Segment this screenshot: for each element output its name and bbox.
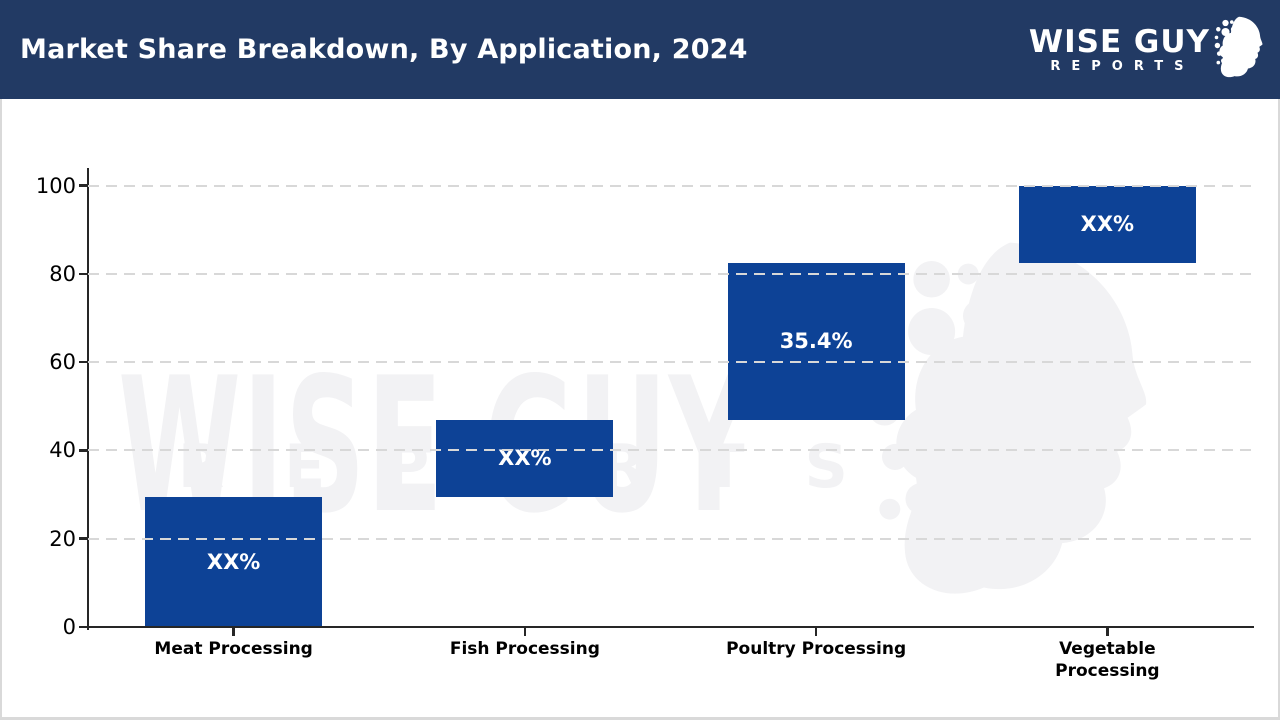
bar-value-label-meat-processing: XX% bbox=[206, 550, 261, 575]
page-border-left bbox=[0, 99, 2, 720]
y-tick-100 bbox=[79, 184, 88, 187]
page-border-right bbox=[1278, 99, 1280, 720]
bar-meat-processing: XX% bbox=[145, 497, 323, 627]
page-border-bottom bbox=[0, 717, 1280, 720]
category-label-line: Meat Processing bbox=[154, 639, 313, 659]
x-tick-poultry-processing bbox=[814, 627, 818, 636]
gridline-y-60 bbox=[88, 361, 1253, 364]
gridline-y-20 bbox=[88, 537, 1253, 540]
y-tick-label-100: 100 bbox=[35, 173, 76, 198]
category-label-fish-processing: Fish Processing bbox=[410, 638, 640, 660]
y-tick-40 bbox=[79, 449, 88, 452]
x-axis-line bbox=[86, 625, 1254, 628]
category-label-line: Processing bbox=[1055, 661, 1160, 681]
category-label-meat-processing: Meat Processing bbox=[119, 638, 349, 660]
category-label-line: Poultry Processing bbox=[726, 639, 907, 659]
logo-face-icon bbox=[1214, 16, 1263, 77]
bar-value-label-poultry-processing: 35.4% bbox=[779, 329, 853, 354]
y-tick-0 bbox=[79, 625, 88, 629]
gridline-y-100 bbox=[88, 184, 1253, 187]
logo-text: WISE GUY REPORTS bbox=[1029, 25, 1210, 75]
y-tick-label-80: 80 bbox=[49, 261, 76, 286]
y-tick-20 bbox=[79, 537, 88, 540]
y-tick-80 bbox=[79, 272, 88, 276]
y-tick-label-0: 0 bbox=[62, 615, 76, 639]
y-tick-60 bbox=[79, 360, 88, 364]
y-tick-label-40: 40 bbox=[49, 438, 76, 463]
bar-value-label-vegetable-processing: XX% bbox=[1080, 212, 1135, 237]
bar-poultry-processing: 35.4% bbox=[727, 263, 905, 420]
header-bar: Market Share Breakdown, By Application, … bbox=[0, 0, 1280, 99]
category-label-vegetable-processing: Vegetable Processing bbox=[992, 638, 1222, 682]
bar-fish-processing: XX% bbox=[436, 419, 614, 498]
bar-vegetable-processing: XX% bbox=[1018, 185, 1196, 264]
logo-wordmark: WISE GUY bbox=[1028, 23, 1210, 60]
logo-subtitle: REPORTS bbox=[1050, 58, 1195, 74]
x-tick-meat-processing bbox=[232, 627, 235, 636]
x-tick-fish-processing bbox=[523, 627, 527, 636]
y-tick-label-20: 20 bbox=[49, 526, 76, 551]
y-tick-label-60: 60 bbox=[49, 350, 76, 375]
wise-guy-logo: WISE GUY REPORTS bbox=[1029, 13, 1280, 87]
x-tick-vegetable-processing bbox=[1106, 627, 1109, 636]
y-axis-line bbox=[86, 168, 89, 630]
category-label-line: Fish Processing bbox=[449, 639, 600, 659]
gridline-y-80 bbox=[88, 272, 1253, 275]
chart-title: Market Share Breakdown, By Application, … bbox=[20, 34, 748, 65]
category-label-line: Vegetable bbox=[1059, 639, 1156, 659]
chart-plot-area: WISE GUY REPORTS XX%XX%35.4%XX%020406080… bbox=[0, 99, 1280, 720]
category-label-poultry-processing: Poultry Processing bbox=[701, 638, 931, 660]
gridline-y-40 bbox=[88, 449, 1253, 452]
